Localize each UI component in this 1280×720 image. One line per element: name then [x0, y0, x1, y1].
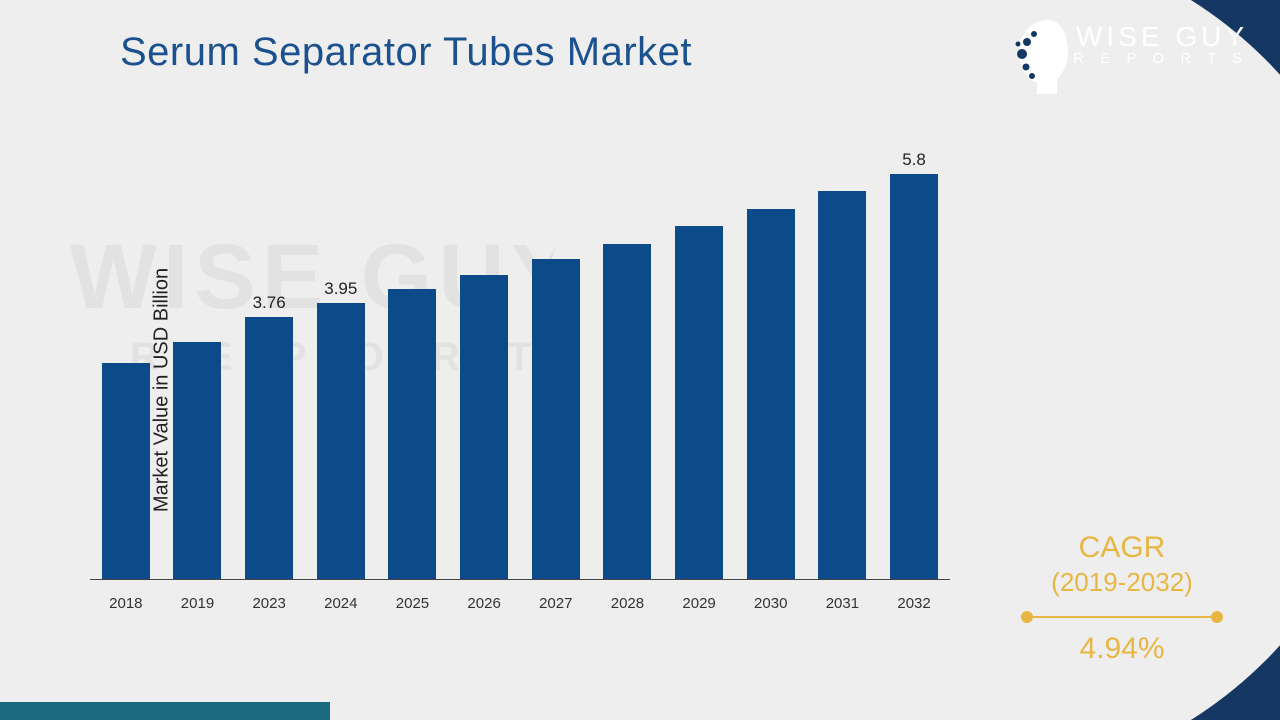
bar-wrap — [173, 342, 221, 580]
x-tick-label: 2019 — [173, 595, 221, 612]
logo-head-icon — [1010, 18, 1070, 98]
x-tick-label: 2018 — [102, 595, 150, 612]
bar-wrap — [675, 226, 723, 580]
cagr-value: 4.94% — [1002, 632, 1242, 666]
cagr-divider — [1027, 616, 1217, 618]
bar — [675, 226, 723, 580]
bar — [532, 259, 580, 580]
x-tick-label: 2027 — [532, 595, 580, 612]
x-tick-label: 2031 — [818, 595, 866, 612]
x-tick-label: 2023 — [245, 595, 293, 612]
bar-wrap: 5.8 — [890, 174, 938, 580]
bar-wrap — [102, 363, 150, 580]
bars-container: 3.76 3.95 5.8 — [90, 160, 950, 580]
bottom-accent-bar — [0, 702, 330, 720]
bar — [317, 303, 365, 580]
bar — [245, 317, 293, 580]
infographic-stage: WISE GUY R E P O R T S Serum Separator T… — [0, 0, 1280, 720]
bar — [102, 363, 150, 580]
x-tick-label: 2026 — [460, 595, 508, 612]
x-axis-line — [90, 579, 950, 580]
bar-wrap — [388, 289, 436, 580]
logo-line1: WISE GUY — [1073, 22, 1248, 51]
brand-logo-text: WISE GUY R E P O R T S — [1073, 22, 1248, 67]
plot-area: 3.76 3.95 5.8 — [90, 160, 950, 580]
bar-wrap — [747, 209, 795, 580]
bar — [460, 275, 508, 580]
bar-wrap — [818, 191, 866, 580]
x-tick-label: 2028 — [603, 595, 651, 612]
bar — [747, 209, 795, 580]
chart-title: Serum Separator Tubes Market — [120, 30, 692, 75]
bar-value-label: 5.8 — [902, 150, 926, 170]
bar — [603, 244, 651, 580]
bar — [388, 289, 436, 580]
x-tick-label: 2025 — [388, 595, 436, 612]
cagr-range: (2019-2032) — [1002, 567, 1242, 598]
bar-value-label: 3.76 — [253, 293, 286, 313]
x-tick-label: 2029 — [675, 595, 723, 612]
bar-wrap: 3.95 — [317, 303, 365, 580]
bar-wrap: 3.76 — [245, 317, 293, 580]
x-tick-label: 2032 — [890, 595, 938, 612]
bar-chart: Market Value in USD Billion 3.763.955.8 … — [50, 160, 950, 620]
cagr-label: CAGR — [1002, 531, 1242, 565]
x-tick-label: 2024 — [317, 595, 365, 612]
logo-line2: R E P O R T S — [1073, 51, 1248, 67]
x-labels-container: 2018 2019 2023 2024 2025 2026 2027 2028 2029 2030… — [90, 595, 950, 612]
x-tick-label: 2030 — [747, 595, 795, 612]
cagr-box: CAGR (2019-2032) 4.94% — [1002, 531, 1242, 666]
bar-wrap — [603, 244, 651, 580]
bar-wrap — [460, 275, 508, 580]
bar-value-label: 3.95 — [324, 279, 357, 299]
bar — [890, 174, 938, 580]
bar-wrap — [532, 259, 580, 580]
bar — [818, 191, 866, 580]
bar — [173, 342, 221, 580]
